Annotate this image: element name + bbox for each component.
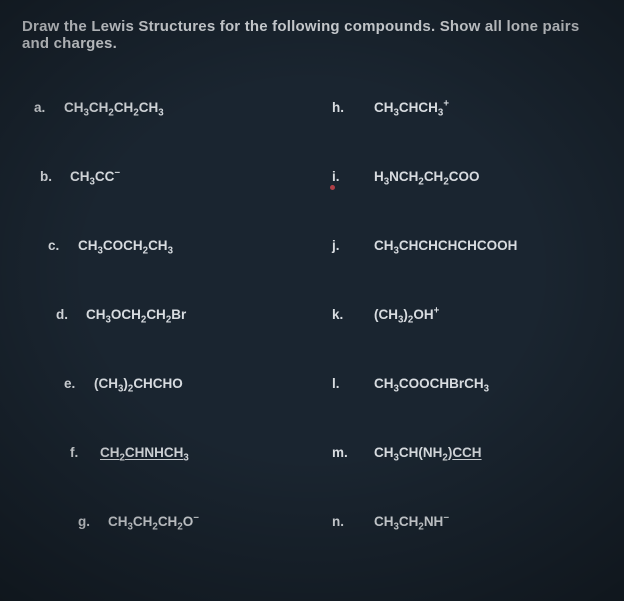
compound-row: d.CH3OCH2CH2Br <box>34 307 332 322</box>
red-dot-icon <box>330 185 335 190</box>
item-letter: f. <box>70 445 100 460</box>
formula: CH3COOCHBrCH3 <box>374 376 489 391</box>
compound-row: j.CH3CHCHCHCHCOOH <box>332 238 602 253</box>
compound-row: a.CH3CH2CH2CH3 <box>34 100 332 115</box>
formula: CH3CH2NH− <box>374 514 449 529</box>
item-letter: e. <box>64 376 94 391</box>
page-title: Draw the Lewis Structures for the follow… <box>22 18 602 52</box>
compound-row: k.(CH3)2OH+ <box>332 307 602 322</box>
formula: (CH3)2OH+ <box>374 307 439 322</box>
formula: CH3CH2CH2O− <box>108 514 199 529</box>
item-letter: i. <box>332 169 374 184</box>
formula: H3NCH2CH2COO <box>374 169 479 184</box>
formula: CH3CHCHCHCHCOOH <box>374 238 517 253</box>
compound-row: h.CH3CHCH3+ <box>332 100 602 115</box>
left-column: a.CH3CH2CH2CH3b.CH3CC−c.CH3COCH2CH3d.CH3… <box>22 100 332 529</box>
formula: CH2CHNHCH3 <box>100 445 189 460</box>
item-letter: b. <box>40 169 70 184</box>
item-letter: l. <box>332 376 374 391</box>
formula: CH3CH(NH2)CCH <box>374 445 482 460</box>
compound-row: l.CH3COOCHBrCH3 <box>332 376 602 391</box>
formula: CH3CHCH3+ <box>374 100 449 115</box>
item-letter: k. <box>332 307 374 322</box>
formula: CH3CH2CH2CH3 <box>64 100 164 115</box>
compound-row: m.CH3CH(NH2)CCH <box>332 445 602 460</box>
formula: CH3OCH2CH2Br <box>86 307 186 322</box>
item-letter: m. <box>332 445 374 460</box>
columns: a.CH3CH2CH2CH3b.CH3CC−c.CH3COCH2CH3d.CH3… <box>22 100 602 529</box>
item-letter: c. <box>48 238 78 253</box>
item-letter: j. <box>332 238 374 253</box>
worksheet-page: Draw the Lewis Structures for the follow… <box>0 0 624 539</box>
formula: CH3CC− <box>70 169 120 184</box>
item-letter: h. <box>332 100 374 115</box>
right-column: h.CH3CHCH3+ i.H3NCH2CH2COO j.CH3CHCHCHCHCO… <box>332 100 602 529</box>
compound-row: f.CH2CHNHCH3 <box>34 445 332 460</box>
compound-row: b.CH3CC− <box>34 169 332 184</box>
item-letter: g. <box>78 514 108 529</box>
item-letter: n. <box>332 514 374 529</box>
formula: (CH3)2CHCHO <box>94 376 183 391</box>
compound-row: c.CH3COCH2CH3 <box>34 238 332 253</box>
formula: CH3COCH2CH3 <box>78 238 173 253</box>
compound-row: e.(CH3)2CHCHO <box>34 376 332 391</box>
item-letter: d. <box>56 307 86 322</box>
item-letter: a. <box>34 100 64 115</box>
compound-row: g.CH3CH2CH2O− <box>34 514 332 529</box>
compound-row: n.CH3CH2NH− <box>332 514 602 529</box>
compound-row: i.H3NCH2CH2COO <box>332 169 602 184</box>
